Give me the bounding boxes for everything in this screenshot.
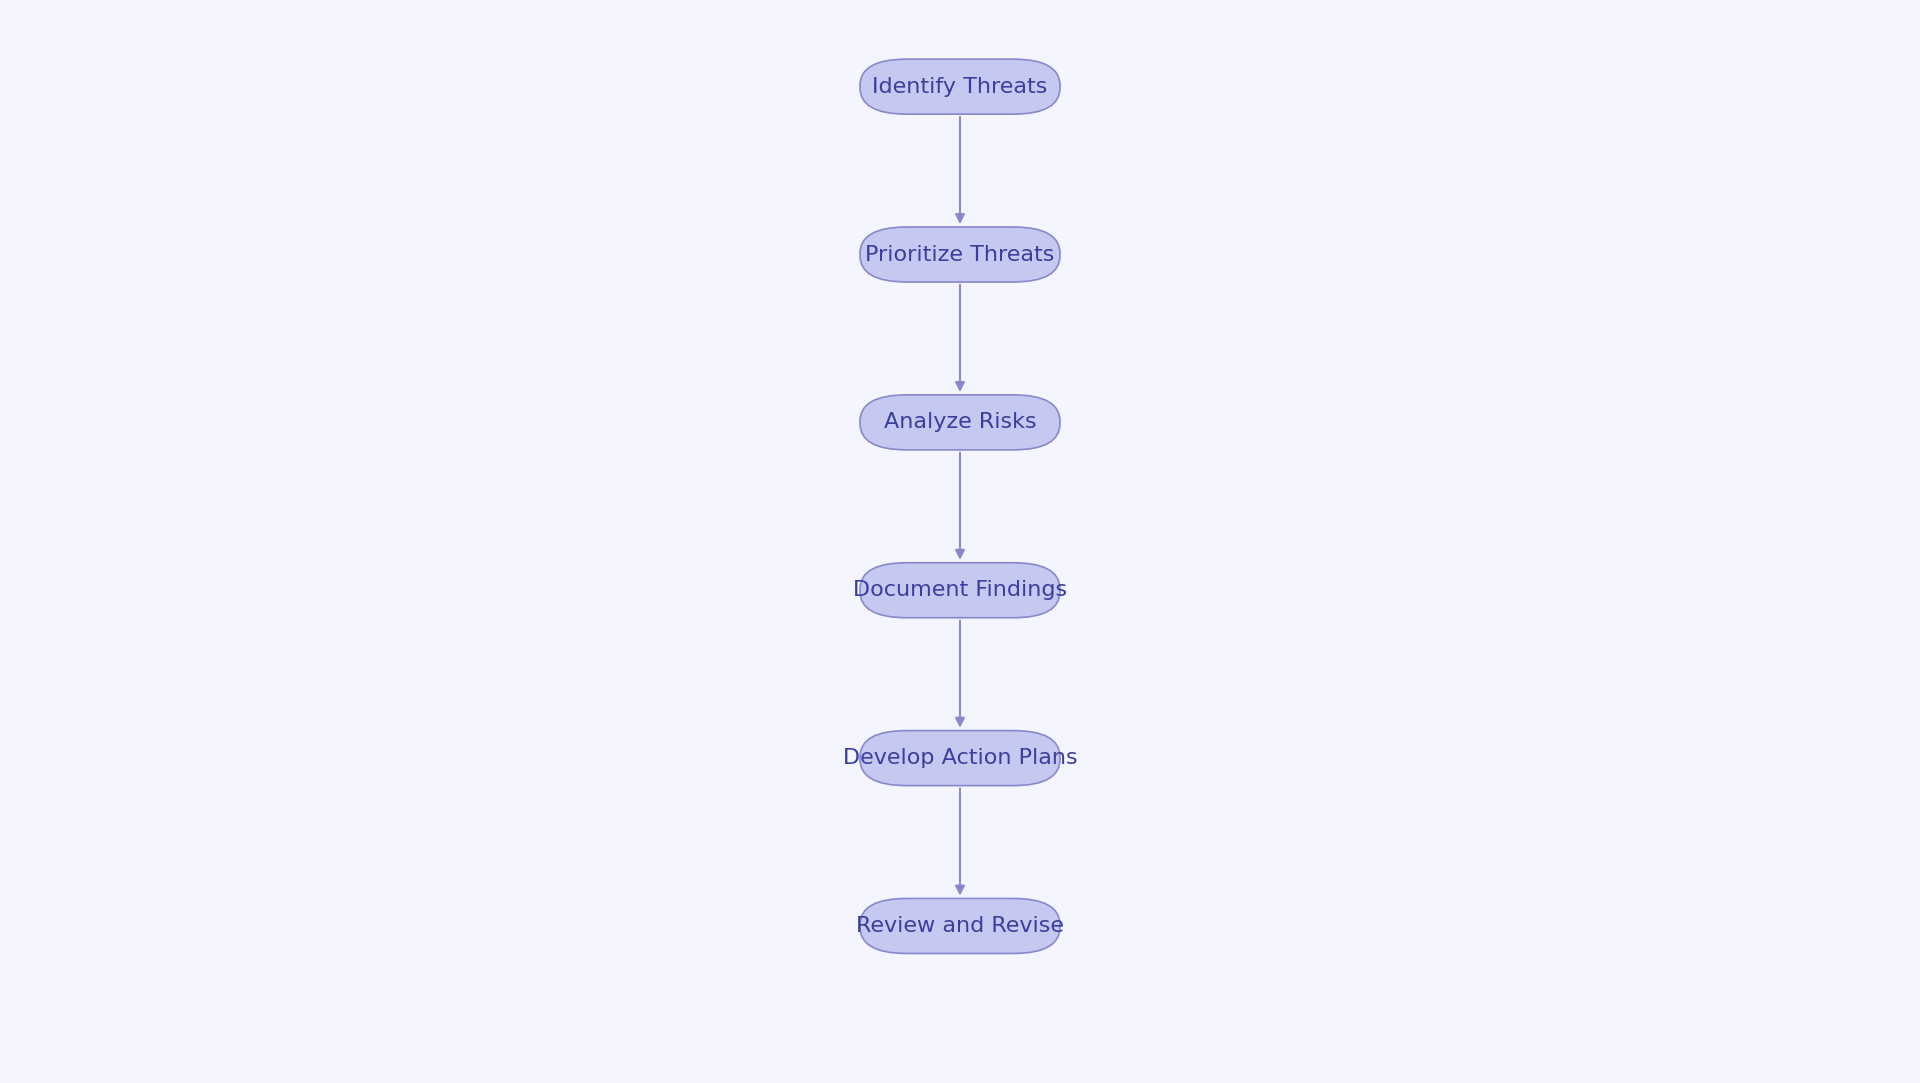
FancyBboxPatch shape <box>860 227 1060 282</box>
FancyBboxPatch shape <box>860 563 1060 617</box>
Text: Review and Revise: Review and Revise <box>856 916 1064 936</box>
FancyBboxPatch shape <box>860 60 1060 114</box>
Text: Develop Action Plans: Develop Action Plans <box>843 748 1077 768</box>
Text: Prioritize Threats: Prioritize Threats <box>866 245 1054 264</box>
FancyBboxPatch shape <box>860 731 1060 785</box>
Text: Document Findings: Document Findings <box>852 580 1068 600</box>
FancyBboxPatch shape <box>860 899 1060 953</box>
FancyBboxPatch shape <box>860 395 1060 449</box>
Text: Identify Threats: Identify Threats <box>872 77 1048 96</box>
Text: Analyze Risks: Analyze Risks <box>883 413 1037 432</box>
